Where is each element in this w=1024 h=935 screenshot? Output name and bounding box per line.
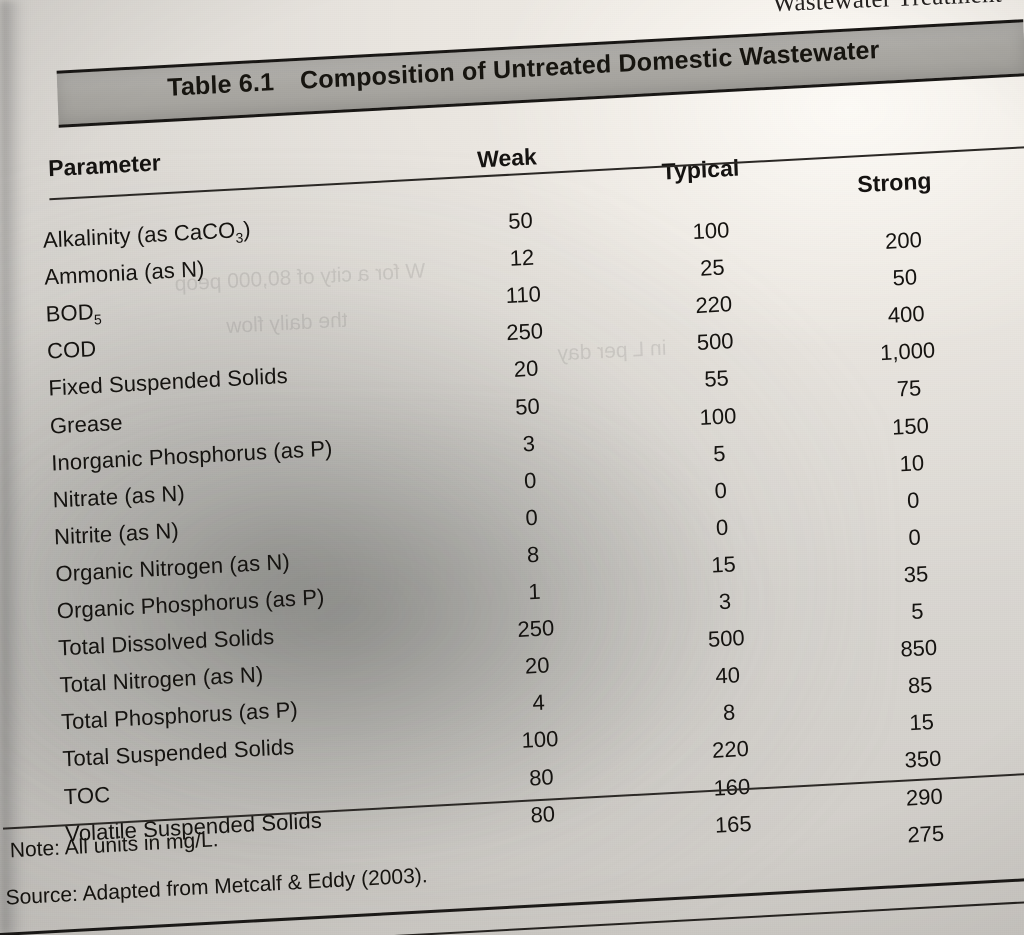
- page-left-edge-shadow: [0, 0, 26, 935]
- paper-shadow-secondary: [0, 420, 760, 850]
- paper-shadow-primary: [0, 170, 880, 910]
